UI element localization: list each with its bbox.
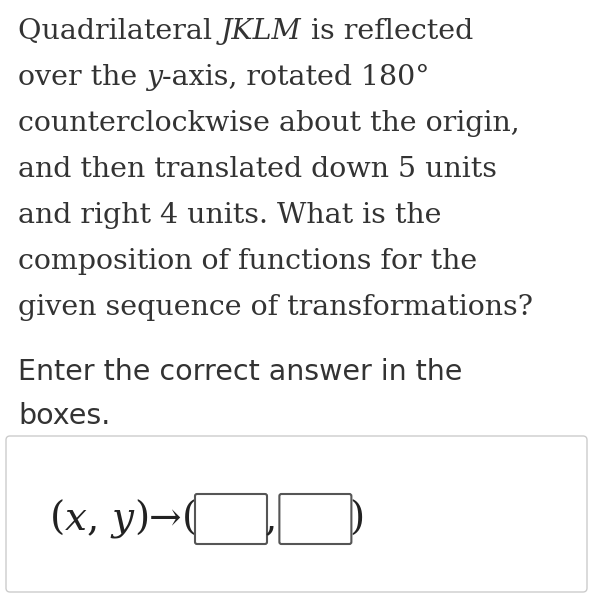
Text: given sequence of transformations?: given sequence of transformations? <box>18 294 533 321</box>
Text: ): ) <box>134 500 149 538</box>
Text: boxes.: boxes. <box>18 402 110 430</box>
FancyBboxPatch shape <box>6 436 587 592</box>
Text: and then translated down 5 units: and then translated down 5 units <box>18 156 497 183</box>
Text: composition of functions for the: composition of functions for the <box>18 248 477 275</box>
Text: ,: , <box>87 500 112 538</box>
Text: →: → <box>149 500 181 538</box>
Text: y: y <box>146 64 162 91</box>
Text: Quadrilateral: Quadrilateral <box>18 18 221 45</box>
Text: Enter the correct answer in the: Enter the correct answer in the <box>18 358 463 386</box>
Text: ): ) <box>349 500 365 538</box>
FancyBboxPatch shape <box>279 494 352 544</box>
Text: ,: , <box>265 500 278 538</box>
Text: (: ( <box>181 500 197 538</box>
Text: x: x <box>65 500 87 538</box>
Text: counterclockwise about the origin,: counterclockwise about the origin, <box>18 110 519 137</box>
Text: and right 4 units. What is the: and right 4 units. What is the <box>18 202 442 229</box>
Text: -axis, rotated 180°: -axis, rotated 180° <box>162 64 430 91</box>
Text: (: ( <box>50 500 65 538</box>
Text: JKLM: JKLM <box>221 18 302 45</box>
Text: over the: over the <box>18 64 146 91</box>
FancyBboxPatch shape <box>195 494 267 544</box>
Text: y: y <box>112 500 134 538</box>
Text: is reflected: is reflected <box>302 18 473 45</box>
